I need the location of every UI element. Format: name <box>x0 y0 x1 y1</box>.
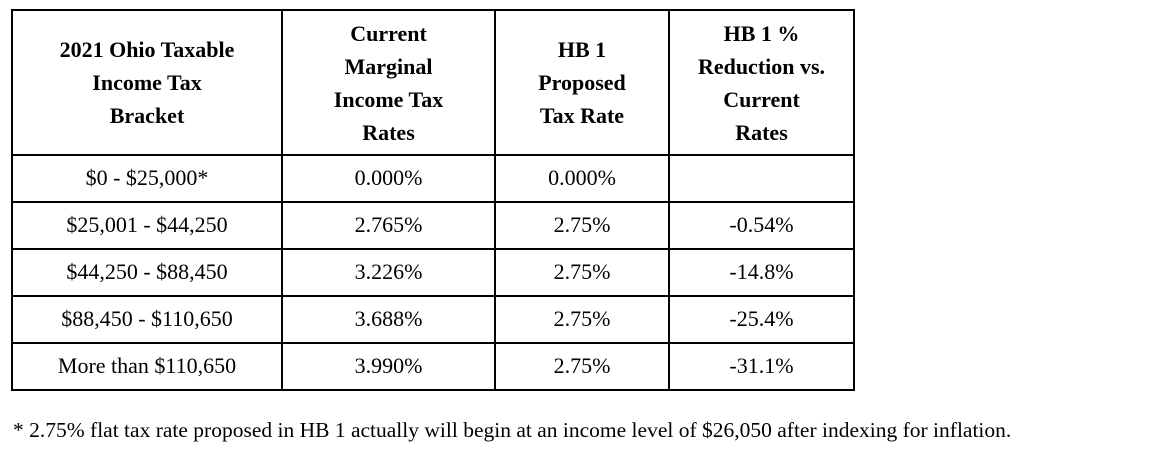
table-row: $44,250 - $88,450 3.226% 2.75% -14.8% <box>11 248 855 297</box>
column-header-reduction: HB 1 % Reduction vs. Current Rates <box>668 9 855 156</box>
table-cell-bracket: $25,001 - $44,250 <box>11 201 283 250</box>
table-cell-reduction <box>668 154 855 203</box>
table-cell-reduction: -14.8% <box>668 248 855 297</box>
table-cell-reduction: -0.54% <box>668 201 855 250</box>
ohio-tax-rate-table: 2021 Ohio Taxable Income Tax Bracket Cur… <box>11 9 855 391</box>
table-row: $25,001 - $44,250 2.765% 2.75% -0.54% <box>11 201 855 250</box>
tax-table-container: 2021 Ohio Taxable Income Tax Bracket Cur… <box>11 9 855 391</box>
table-cell-hb1-rate: 2.75% <box>494 342 670 391</box>
table-row: $88,450 - $110,650 3.688% 2.75% -25.4% <box>11 295 855 344</box>
table-cell-hb1-rate: 2.75% <box>494 295 670 344</box>
column-header-bracket: 2021 Ohio Taxable Income Tax Bracket <box>11 9 283 156</box>
table-cell-current-rate: 2.765% <box>281 201 496 250</box>
table-cell-reduction: -25.4% <box>668 295 855 344</box>
table-cell-current-rate: 3.990% <box>281 342 496 391</box>
table-cell-bracket: $44,250 - $88,450 <box>11 248 283 297</box>
table-cell-hb1-rate: 2.75% <box>494 201 670 250</box>
header-row: 2021 Ohio Taxable Income Tax Bracket Cur… <box>11 9 855 156</box>
table-cell-reduction: -31.1% <box>668 342 855 391</box>
table-cell-bracket: More than $110,650 <box>11 342 283 391</box>
table-body: $0 - $25,000* 0.000% 0.000% $25,001 - $4… <box>11 154 855 391</box>
footnote: * 2.75% flat tax rate proposed in HB 1 a… <box>13 418 1012 442</box>
table-header: 2021 Ohio Taxable Income Tax Bracket Cur… <box>11 9 855 156</box>
column-header-hb1-rate: HB 1 Proposed Tax Rate <box>494 9 670 156</box>
table-cell-hb1-rate: 0.000% <box>494 154 670 203</box>
table-cell-bracket: $88,450 - $110,650 <box>11 295 283 344</box>
table-row: $0 - $25,000* 0.000% 0.000% <box>11 154 855 203</box>
table-cell-current-rate: 3.226% <box>281 248 496 297</box>
table-cell-current-rate: 0.000% <box>281 154 496 203</box>
column-header-current-rates: Current Marginal Income Tax Rates <box>281 9 496 156</box>
table-cell-current-rate: 3.688% <box>281 295 496 344</box>
table-cell-hb1-rate: 2.75% <box>494 248 670 297</box>
table-cell-bracket: $0 - $25,000* <box>11 154 283 203</box>
table-row: More than $110,650 3.990% 2.75% -31.1% <box>11 342 855 391</box>
